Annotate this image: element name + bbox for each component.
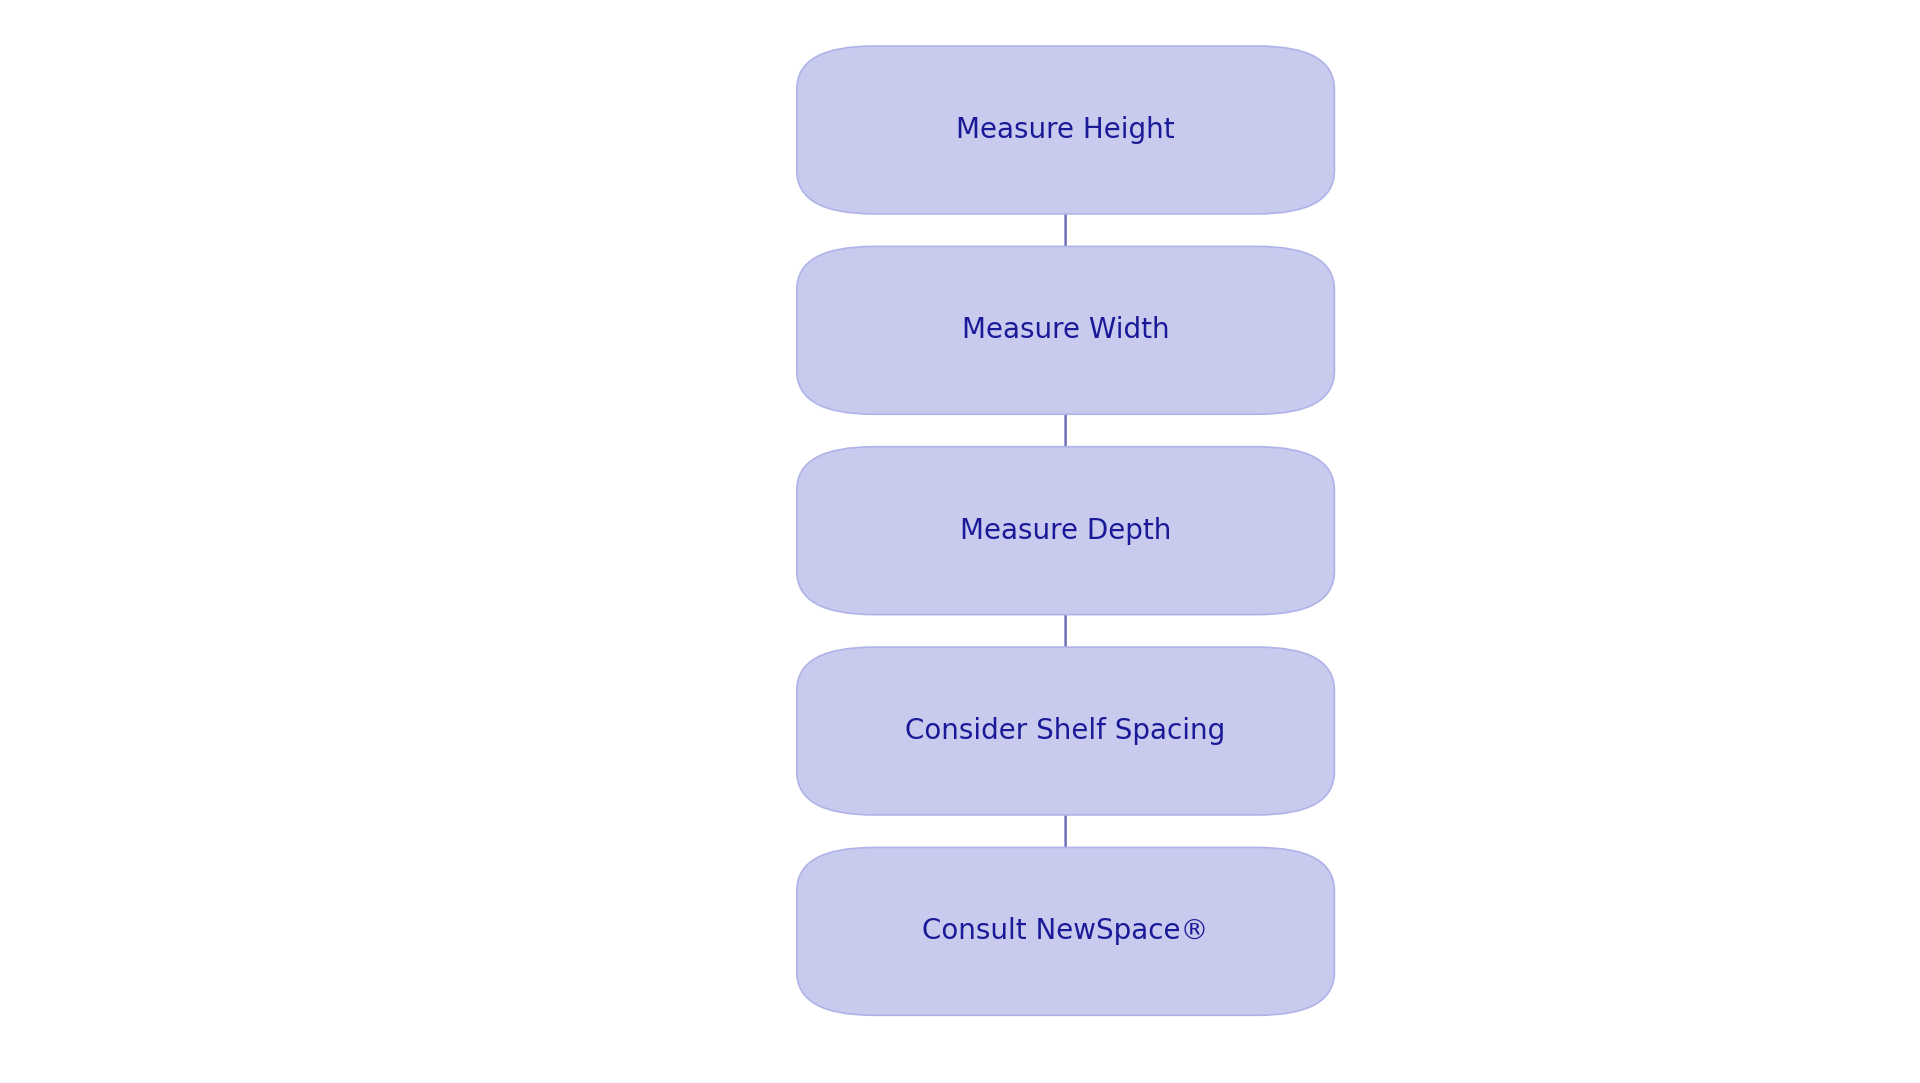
Text: Measure Height: Measure Height [956, 116, 1175, 144]
Text: Measure Depth: Measure Depth [960, 517, 1171, 545]
FancyBboxPatch shape [797, 647, 1334, 814]
Text: Measure Width: Measure Width [962, 316, 1169, 344]
FancyBboxPatch shape [797, 446, 1334, 615]
Text: Consult NewSpace®: Consult NewSpace® [922, 917, 1210, 945]
FancyBboxPatch shape [797, 45, 1334, 214]
FancyBboxPatch shape [797, 246, 1334, 414]
Text: Consider Shelf Spacing: Consider Shelf Spacing [906, 717, 1225, 745]
FancyBboxPatch shape [797, 847, 1334, 1016]
